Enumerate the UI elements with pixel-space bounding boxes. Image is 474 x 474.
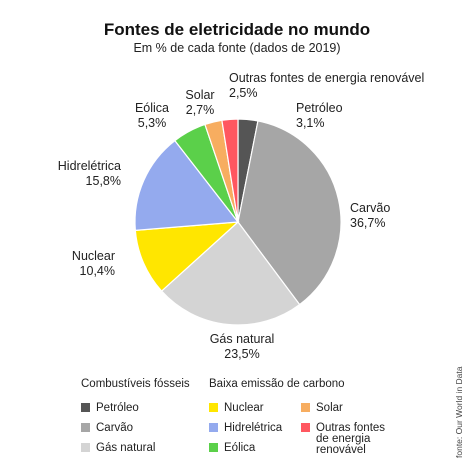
legend-label-solar: Solar: [316, 402, 343, 414]
slice-value-gas-natural: 23,5%: [224, 347, 259, 361]
slice-value-eolica: 5,3%: [138, 116, 167, 130]
slice-label-solar: Solar: [185, 88, 214, 102]
slice-value-outras-fontes-de-energia-renovavel: 2,5%: [229, 86, 258, 100]
legend-swatch-nuclear: [209, 403, 218, 412]
slice-label-petroleo: Petróleo: [296, 101, 343, 115]
legend-swatch-carvao: [81, 423, 90, 432]
legend-label-gas-natural: Gás natural: [96, 442, 155, 454]
chart-title: Fontes de eletricidade no mundo: [104, 20, 370, 39]
pie-slice-outras-fontes-de-energia-renovavel: [221, 118, 239, 223]
legend-swatch-gas-natural: [81, 443, 90, 452]
source-note: fonte: Our World in Data: [454, 366, 464, 458]
chart-subtitle: Em % de cada fonte (dados de 2019): [133, 41, 340, 55]
slice-value-hidreletrica: 15,8%: [86, 174, 121, 188]
legend-swatch-outras-fontes-de-energia-renovavel: [301, 423, 310, 432]
legend-label-outras-fontes-de-energia-renovavel: Outras fontes de energia renovável: [316, 422, 385, 456]
legend-swatch-petroleo: [81, 403, 90, 412]
legend-label-carvao: Carvão: [96, 422, 133, 434]
slice-value-carvao: 36,7%: [350, 216, 385, 230]
slice-value-solar: 2,7%: [186, 103, 215, 117]
pie-slice-gas-natural: [160, 221, 301, 326]
slice-value-nuclear: 10,4%: [80, 264, 115, 278]
pie-slice-hidreletrica: [134, 139, 240, 232]
legend-heading-combustiveis-fosseis: Combustíveis fósseis: [81, 378, 190, 390]
slice-value-petroleo: 3,1%: [296, 116, 325, 130]
legend-label-eolica: Eólica: [224, 442, 256, 454]
legend-swatch-eolica: [209, 443, 218, 452]
slice-label-eolica: Eólica: [135, 101, 169, 115]
legend-swatch-solar: [301, 403, 310, 412]
legend: Combustíveis fósseis Petróleo Carvão Gás na…: [81, 378, 385, 456]
pie-slices: [134, 118, 342, 326]
legend-swatch-hidreletrica: [209, 423, 218, 432]
legend-label-petroleo: Petróleo: [96, 402, 139, 414]
pie-slice-carvao: [237, 120, 342, 306]
slice-label-nuclear: Nuclear: [72, 249, 115, 263]
slice-label-hidreletrica: Hidrelétrica: [58, 159, 121, 173]
legend-label-nuclear: Nuclear: [224, 402, 264, 414]
slice-label-outras-fontes-de-energia-renovavel: Outras fontes de energia renovável: [229, 71, 424, 85]
legend-heading-baixa-emissao-de-carbono: Baixa emissão de carbono: [209, 378, 345, 390]
slice-label-gas-natural: Gás natural: [210, 332, 275, 346]
slice-label-carvao: Carvão: [350, 201, 390, 215]
legend-label-hidreletrica: Hidrelétrica: [224, 422, 283, 434]
